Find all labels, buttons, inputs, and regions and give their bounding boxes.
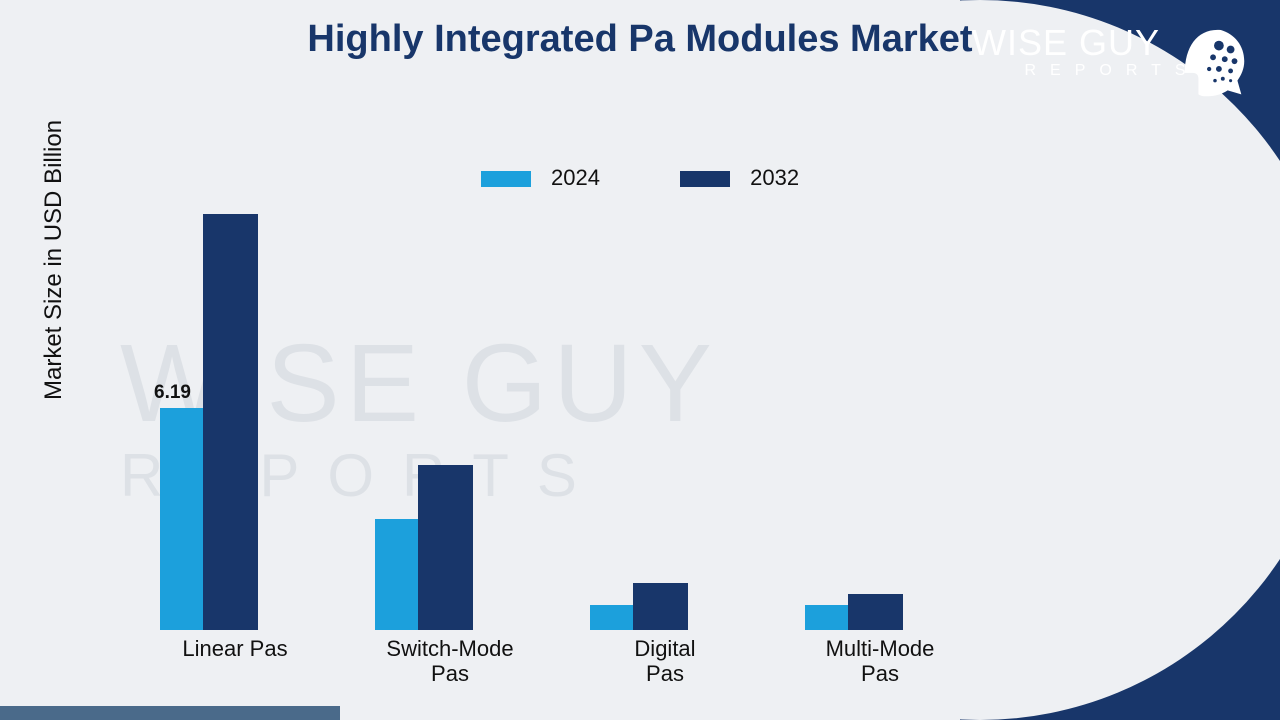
legend-item-2032: 2032 xyxy=(680,165,799,191)
bar-2032 xyxy=(848,594,903,630)
legend-swatch-2032 xyxy=(680,171,730,187)
bar-value-label: 6.19 xyxy=(154,382,191,404)
legend-swatch-2024 xyxy=(481,171,531,187)
bar-2032 xyxy=(633,583,688,630)
category-label: DigitalPas xyxy=(565,630,765,687)
footer-accent-bar xyxy=(0,706,340,720)
chart-title: Highly Integrated Pa Modules Market xyxy=(0,18,1280,61)
category-label: Multi-ModePas xyxy=(780,630,980,687)
bar-2032 xyxy=(203,214,258,630)
bar-chart: 6.19Linear PasSwitch-ModePasDigitalPasMu… xyxy=(120,200,940,630)
category-label: Linear Pas xyxy=(135,630,335,661)
legend-label-2024: 2024 xyxy=(551,165,600,190)
legend-label-2032: 2032 xyxy=(750,165,799,190)
legend-item-2024: 2024 xyxy=(481,165,600,191)
legend: 2024 2032 xyxy=(0,165,1280,191)
y-axis-label: Market Size in USD Billion xyxy=(40,120,68,400)
bar-2032 xyxy=(418,465,473,630)
category-label: Switch-ModePas xyxy=(350,630,550,687)
